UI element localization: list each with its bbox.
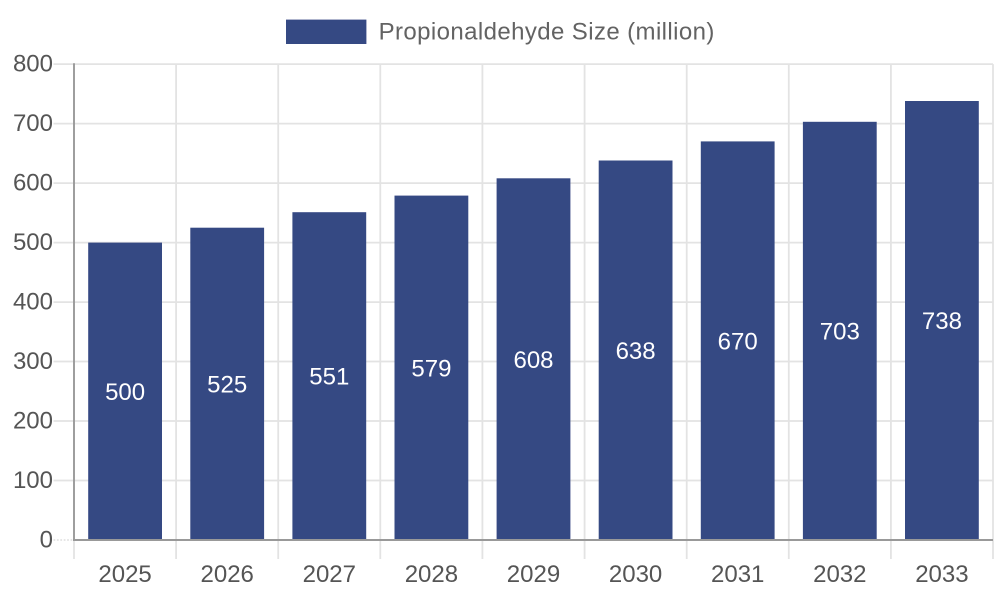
svg-text:703: 703 bbox=[820, 319, 860, 346]
svg-text:400: 400 bbox=[13, 288, 53, 315]
svg-text:608: 608 bbox=[513, 347, 553, 374]
svg-text:2027: 2027 bbox=[303, 561, 356, 588]
svg-text:670: 670 bbox=[718, 328, 758, 355]
svg-text:200: 200 bbox=[13, 407, 53, 434]
svg-text:2033: 2033 bbox=[915, 561, 968, 588]
svg-text:Propionaldehyde Size (million): Propionaldehyde Size (million) bbox=[379, 18, 715, 45]
svg-text:638: 638 bbox=[616, 338, 656, 365]
svg-text:551: 551 bbox=[309, 364, 349, 391]
svg-text:2026: 2026 bbox=[201, 561, 254, 588]
svg-text:600: 600 bbox=[13, 169, 53, 196]
svg-text:2028: 2028 bbox=[405, 561, 458, 588]
svg-text:700: 700 bbox=[13, 110, 53, 137]
svg-text:500: 500 bbox=[105, 379, 145, 406]
svg-text:579: 579 bbox=[411, 355, 451, 382]
svg-text:2032: 2032 bbox=[813, 561, 866, 588]
svg-text:738: 738 bbox=[922, 308, 962, 335]
svg-text:2025: 2025 bbox=[98, 561, 151, 588]
svg-text:800: 800 bbox=[13, 50, 53, 77]
svg-text:0: 0 bbox=[40, 526, 53, 553]
svg-text:500: 500 bbox=[13, 229, 53, 256]
svg-text:2031: 2031 bbox=[711, 561, 764, 588]
svg-text:2030: 2030 bbox=[609, 561, 662, 588]
svg-text:2029: 2029 bbox=[507, 561, 560, 588]
svg-text:525: 525 bbox=[207, 371, 247, 398]
svg-text:100: 100 bbox=[13, 467, 53, 494]
svg-text:300: 300 bbox=[13, 348, 53, 375]
